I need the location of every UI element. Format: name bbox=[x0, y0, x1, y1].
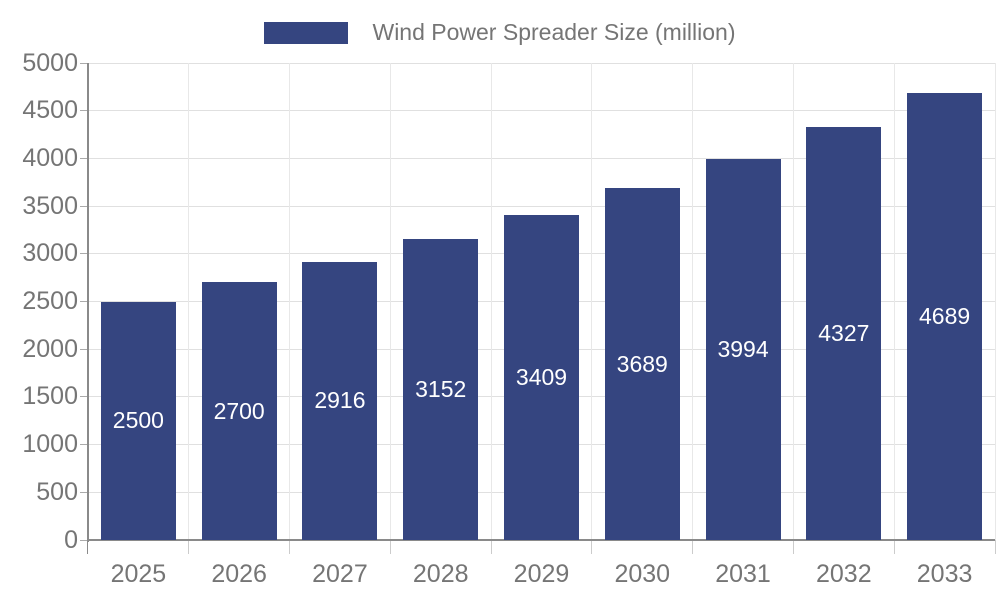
x-axis-tick bbox=[692, 540, 694, 554]
y-tick-label: 2500 bbox=[22, 287, 78, 315]
x-gridline bbox=[893, 63, 895, 540]
x-tick-label: 2032 bbox=[816, 560, 872, 588]
x-axis-tick bbox=[591, 540, 593, 554]
bar: 3994 bbox=[705, 158, 781, 540]
x-axis-tick bbox=[87, 540, 88, 554]
y-gridline bbox=[88, 62, 995, 64]
x-tick-label: 2025 bbox=[110, 560, 167, 588]
y-tick-label: 5000 bbox=[22, 48, 78, 77]
y-tick-label: 1000 bbox=[22, 430, 78, 459]
y-gridline bbox=[88, 110, 995, 112]
y-axis-tick bbox=[80, 539, 88, 541]
x-gridline bbox=[289, 63, 291, 540]
y-tick-label: 0 bbox=[64, 525, 78, 554]
bar: 2916 bbox=[302, 261, 378, 540]
bar-value-label: 2700 bbox=[213, 397, 265, 424]
y-tick-label: 4000 bbox=[22, 143, 78, 172]
bar-value-label: 4327 bbox=[818, 320, 870, 347]
bar-value-label: 3689 bbox=[616, 350, 668, 377]
y-axis-tick bbox=[80, 348, 88, 350]
y-axis-tick bbox=[80, 62, 88, 64]
x-tick-label: 2031 bbox=[715, 560, 771, 588]
bar-value-label: 4689 bbox=[919, 302, 971, 329]
y-tick-label: 1500 bbox=[22, 382, 78, 411]
legend-label: Wind Power Spreader Size (million) bbox=[372, 19, 736, 45]
x-gridline bbox=[188, 63, 190, 540]
y-tick-label: 3500 bbox=[22, 191, 78, 220]
x-axis-tick bbox=[490, 540, 492, 554]
bar: 2500 bbox=[100, 301, 176, 540]
y-tick-label: 4500 bbox=[22, 96, 78, 125]
bar: 4327 bbox=[806, 127, 882, 540]
x-gridline bbox=[490, 63, 492, 540]
y-axis-tick bbox=[80, 205, 88, 207]
x-tick-label: 2030 bbox=[614, 560, 671, 588]
y-axis-tick bbox=[80, 110, 88, 112]
y-gridline bbox=[88, 157, 995, 159]
y-tick-label: 2000 bbox=[22, 334, 78, 363]
x-gridline bbox=[792, 63, 794, 540]
bar-value-label: 2500 bbox=[112, 407, 164, 434]
x-axis-tick bbox=[893, 540, 895, 554]
bar: 4689 bbox=[907, 92, 983, 540]
x-tick-label: 2028 bbox=[412, 560, 469, 588]
x-axis-tick bbox=[289, 540, 291, 554]
y-axis-tick bbox=[80, 396, 88, 398]
bar: 2700 bbox=[201, 282, 277, 540]
x-axis-tick bbox=[389, 540, 391, 554]
bar: 3152 bbox=[403, 239, 479, 540]
x-tick-label: 2026 bbox=[211, 560, 267, 588]
bar: 3409 bbox=[504, 214, 579, 540]
x-tick-label: 2029 bbox=[513, 560, 570, 588]
y-tick-label: 3000 bbox=[22, 239, 78, 268]
y-axis-tick bbox=[80, 301, 88, 302]
y-axis-tick bbox=[80, 253, 88, 255]
x-gridline bbox=[389, 63, 391, 540]
bar-value-label: 3152 bbox=[415, 376, 467, 403]
x-gridline bbox=[994, 63, 996, 540]
x-axis-tick bbox=[994, 540, 996, 554]
x-tick-label: 2027 bbox=[312, 560, 368, 588]
x-gridline bbox=[591, 63, 593, 540]
x-axis-tick bbox=[188, 540, 190, 554]
y-axis-tick bbox=[80, 491, 88, 493]
x-tick-label: 2033 bbox=[916, 560, 973, 588]
bar: 3689 bbox=[604, 188, 680, 540]
y-tick-label: 500 bbox=[36, 477, 78, 506]
y-axis-tick bbox=[80, 157, 88, 159]
legend-item[interactable]: Wind Power Spreader Size (million) bbox=[0, 19, 1000, 46]
y-axis-line bbox=[87, 63, 89, 542]
x-axis-tick bbox=[792, 540, 794, 554]
bar-value-label: 2916 bbox=[314, 387, 366, 414]
x-gridline bbox=[692, 63, 694, 540]
legend-swatch bbox=[264, 21, 349, 44]
bar-value-label: 3409 bbox=[515, 363, 568, 390]
y-axis-tick bbox=[80, 444, 88, 446]
bar-value-label: 3994 bbox=[717, 335, 769, 362]
y-gridline bbox=[88, 205, 995, 207]
x-axis-line bbox=[87, 539, 995, 541]
